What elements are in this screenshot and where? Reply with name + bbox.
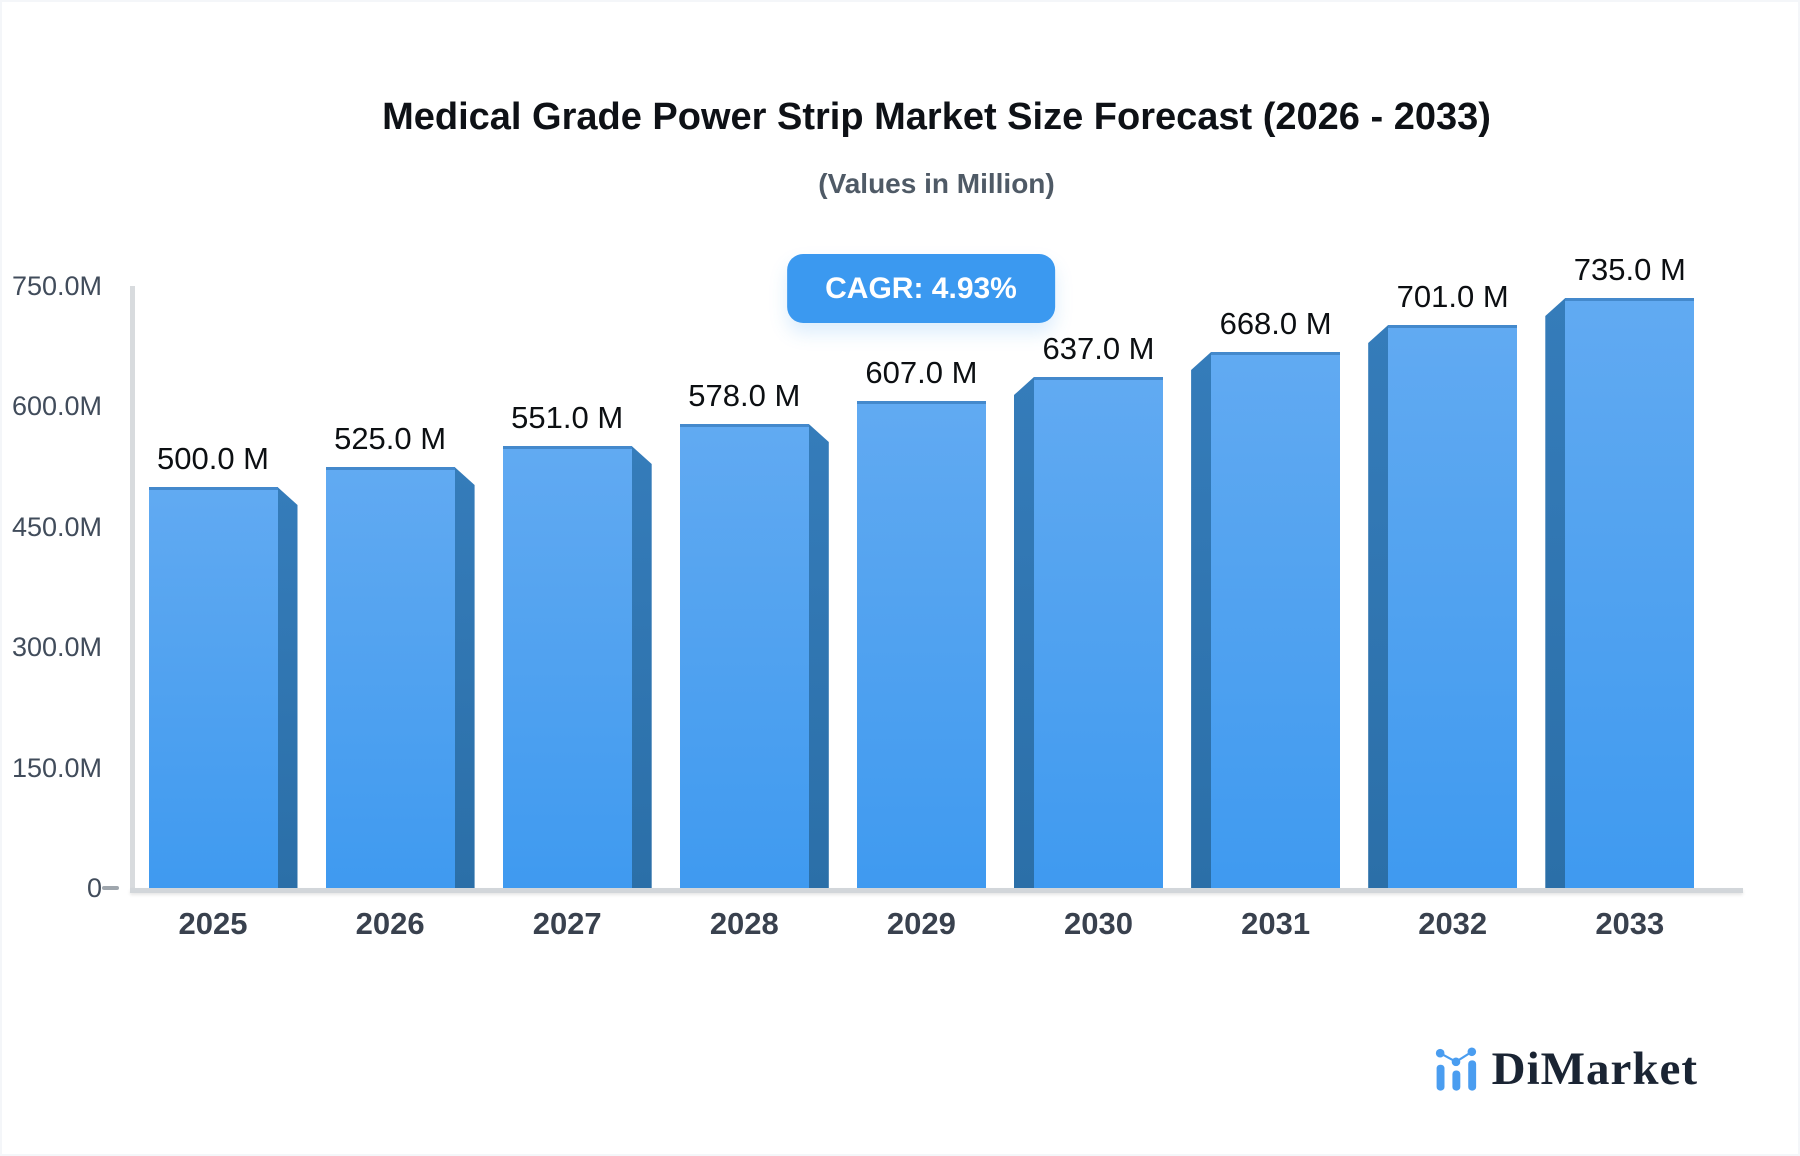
x-tick-label: 2032: [1418, 906, 1488, 941]
y-tick-label: 300.0M: [11, 632, 102, 663]
bar-side-face: [1191, 352, 1212, 888]
bar-2027[interactable]: [502, 446, 632, 888]
chart-title: Medical Grade Power Strip Market Size Fo…: [382, 96, 1491, 138]
bar-value-label: 701.0 M: [1396, 279, 1509, 314]
y-tick-label: 0: [86, 873, 102, 903]
bar-2033[interactable]: [1565, 298, 1695, 888]
y-tick-label: 450.0M: [11, 511, 102, 542]
x-axis-line: [130, 888, 1743, 893]
bar-chart-logo-icon: [1435, 1047, 1476, 1091]
logo-text: DiMarket: [1491, 1043, 1698, 1095]
bar-value-label: 668.0 M: [1219, 306, 1332, 341]
y-tick-label: 600.0M: [11, 391, 102, 422]
x-tick-label: 2033: [1595, 906, 1665, 941]
bar-side-face: [277, 487, 298, 888]
dimarket-logo: DiMarket: [1434, 1042, 1698, 1096]
x-tick-label: 2026: [355, 906, 425, 941]
bar-value-label: 735.0 M: [1573, 252, 1686, 287]
bar-2030[interactable]: [1034, 377, 1163, 888]
bar-2026[interactable]: [325, 467, 455, 888]
chart-subtitle: (Values in Million): [818, 168, 1055, 199]
bar-value-label: 637.0 M: [1042, 331, 1155, 366]
cagr-badge: CAGR: 4.93%: [787, 254, 1055, 323]
bar-value-label: 551.0 M: [511, 400, 624, 435]
bar-side-face: [1368, 325, 1389, 888]
bar-2031[interactable]: [1211, 352, 1341, 888]
bar-value-label: 578.0 M: [688, 378, 801, 413]
y-tick-label: 150.0M: [11, 752, 102, 783]
x-tick-label: 2025: [178, 906, 248, 941]
bar-side-face: [1545, 298, 1566, 888]
bar-side-face: [808, 424, 829, 888]
x-tick-label: 2027: [532, 906, 602, 941]
bar-value-label: 525.0 M: [334, 421, 447, 456]
bar-2032[interactable]: [1388, 325, 1518, 888]
bar-2025[interactable]: [148, 487, 278, 888]
bar-side-face: [1014, 377, 1034, 888]
bar-side-face: [631, 446, 652, 888]
bar-2028[interactable]: [679, 424, 809, 888]
bar-2029[interactable]: [856, 401, 986, 888]
y-tick-label: 750.0M: [11, 271, 102, 301]
bar-value-label: 500.0 M: [156, 441, 269, 476]
x-tick-label: 2030: [1064, 906, 1133, 941]
bar-side-face: [454, 467, 475, 888]
y-axis-line: [130, 286, 135, 890]
x-tick-label: 2028: [709, 906, 779, 941]
x-tick-label: 2029: [886, 906, 956, 941]
bar-value-label: 607.0 M: [865, 355, 978, 390]
x-tick-label: 2031: [1241, 906, 1311, 941]
zero-tick-mark: [102, 886, 119, 890]
